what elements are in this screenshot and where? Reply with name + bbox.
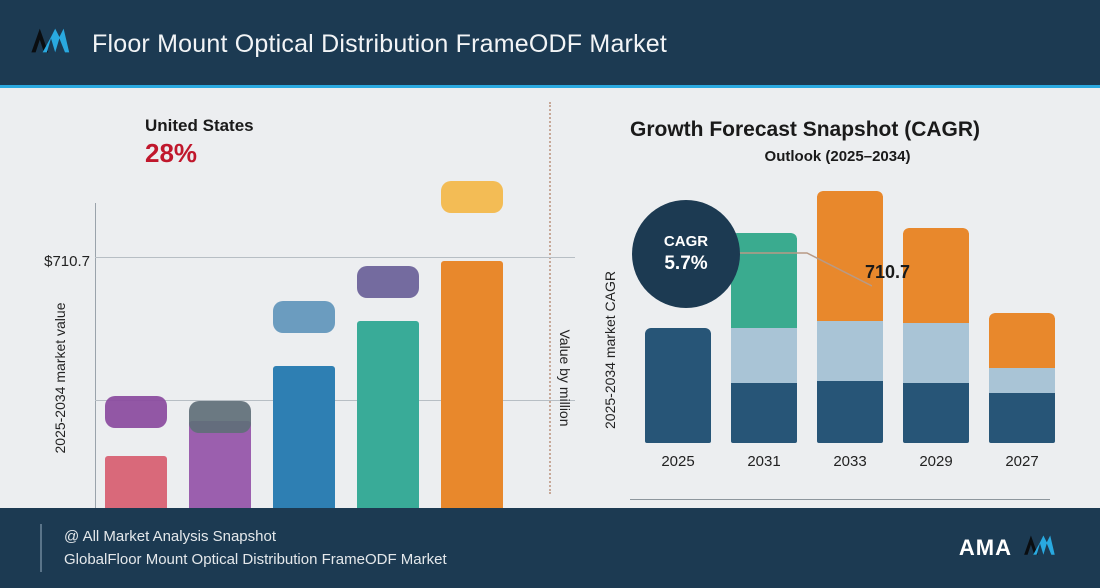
left-y-axis-title: 2025-2034 market value [52,303,68,454]
rbar-label-2027: 2027 [1005,453,1038,470]
right-baseline [630,499,1050,500]
right-chart-subtitle: Outlook (2025–2034) [630,148,1045,165]
page-footer: @ All Market Analysis Snapshot GlobalFlo… [0,508,1100,588]
bar-2025[interactable] [357,321,419,516]
footer-text-block: @ All Market Analysis Snapshot GlobalFlo… [64,528,447,568]
left-chart-heading: United States 28% [145,116,254,169]
rbar-2027[interactable] [989,313,1055,443]
bar-cap-dots [189,401,251,433]
page-title: Floor Mount Optical Distribution FrameOD… [92,30,667,59]
rbar-label-2029: 2029 [919,453,952,470]
rbar-label-2031: 2031 [747,453,780,470]
left-y-axis-line [95,203,96,543]
left-bars-row: 2033 ..... 2026 2025 [105,261,503,543]
callout-connector-line [732,248,872,288]
rbar-group-2025[interactable]: 2025 [645,328,711,470]
app-header: Floor Mount Optical Distribution FrameOD… [0,0,1100,88]
left-gridline-top [95,257,575,258]
country-label: United States [145,116,254,136]
footer-line-1: @ All Market Analysis Snapshot [64,528,447,545]
rbar-2025[interactable] [645,328,711,443]
left-panel: United States 28% $710.7 $420.5 2025-203… [0,88,555,508]
rbar-group-2029[interactable]: 2029 [903,228,969,470]
rbar-2029[interactable] [903,228,969,443]
right-y-axis-title: 2025-2034 market CAGR [602,271,618,429]
rbar-label-2025: 2025 [661,453,694,470]
bar-cap-2024 [441,181,503,213]
bar-group-2024[interactable]: 2024 [441,261,503,543]
bar-2033[interactable] [105,456,167,516]
bar-cap-2033 [105,396,167,428]
right-chart-title: Growth Forecast Snapshot (CAGR) [630,118,1045,142]
footer-logo-text: AMA [959,535,1012,561]
cagr-circle-label: CAGR [664,233,708,252]
bar-2026[interactable] [273,366,335,516]
footer-line-2: GlobalFloor Mount Optical Distribution F… [64,551,447,568]
cagr-circle[interactable]: CAGR 5.7% [632,200,740,308]
right-chart-heading: Growth Forecast Snapshot (CAGR) Outlook … [630,118,1045,165]
rbar-2033[interactable] [817,191,883,443]
main-content: United States 28% $710.7 $420.5 2025-203… [0,88,1100,508]
bar-2024[interactable] [441,261,503,516]
rbar-label-2033: 2033 [833,453,866,470]
right-bar-chart: CAGR 5.7% 710.7 2025-2034 market CAGR 20… [640,200,1040,500]
left-y-top-label: $710.7 [15,253,90,270]
bar-dots[interactable] [189,421,251,516]
bar-cap-2025 [357,266,419,298]
footer-logo: AMA [959,530,1060,566]
value-callout-710: 710.7 [865,262,910,283]
footer-divider-bar [40,524,42,572]
country-percent: 28% [145,138,254,169]
cagr-circle-value: 5.7% [664,252,707,276]
rbar-group-2033[interactable]: 2033 [817,191,883,470]
left-bar-chart: $710.7 $420.5 2025-2034 market value Val… [95,213,515,543]
footer-left-block: @ All Market Analysis Snapshot GlobalFlo… [40,524,447,572]
footer-logo-mark-icon [1020,530,1060,566]
bar-cap-2026 [273,301,335,333]
brand-logo [28,21,74,67]
right-panel: Growth Forecast Snapshot (CAGR) Outlook … [555,88,1100,508]
rbar-group-2027[interactable]: 2027 [989,313,1055,470]
